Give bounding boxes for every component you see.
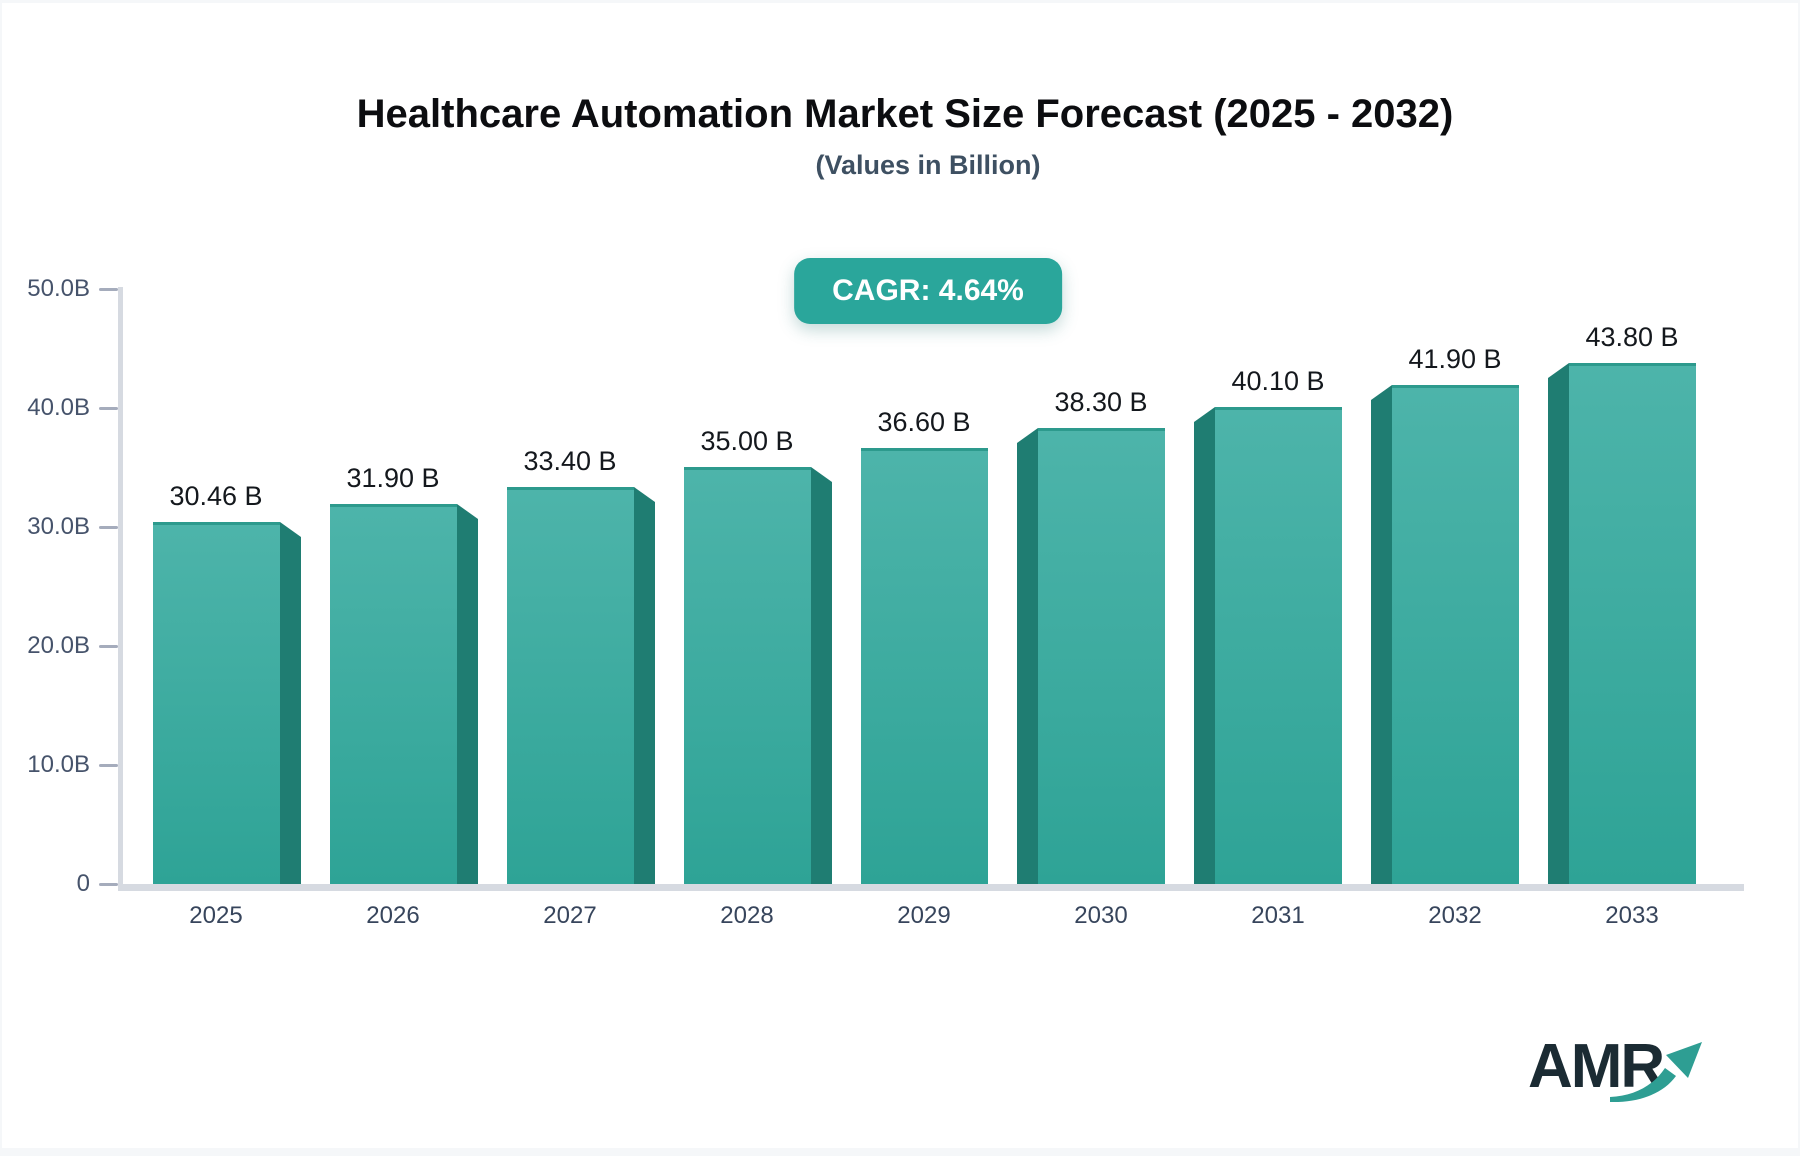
bar-value-label-2033: 43.80 B xyxy=(1585,322,1679,352)
y-tick-dash xyxy=(99,526,118,529)
y-tick-dash xyxy=(99,883,118,886)
y-tick-label-40.0B: 40.0B xyxy=(27,394,90,421)
bar-value-label-2029: 36.60 B xyxy=(877,407,971,437)
x-tick-label-2025: 2025 xyxy=(189,902,243,929)
y-tick-label-20.0B: 20.0B xyxy=(27,632,90,659)
bar-value-label-2025: 30.46 B xyxy=(169,481,263,511)
bar-side-shade xyxy=(280,522,301,884)
bar-side-shade xyxy=(457,504,478,884)
x-tick-label-2028: 2028 xyxy=(720,902,774,929)
frame-edge-right xyxy=(1798,0,1800,1156)
bar-side-shade xyxy=(1194,407,1215,884)
frame-edge-top xyxy=(0,0,1800,3)
x-tick-label-2032: 2032 xyxy=(1428,902,1482,929)
chart-subtitle: (Values in Billion) xyxy=(815,150,1041,180)
y-tick-label-10.0B: 10.0B xyxy=(27,751,90,778)
bar-2029[interactable] xyxy=(861,448,988,884)
y-tick-dash xyxy=(99,288,118,291)
frame-edge-left xyxy=(0,0,2,1156)
y-tick-label-50.0B: 50.0B xyxy=(27,275,90,302)
bar-2031[interactable] xyxy=(1215,407,1342,884)
bar-2025[interactable] xyxy=(153,522,280,884)
chart-title: Healthcare Automation Market Size Foreca… xyxy=(356,92,1454,136)
y-tick-dash xyxy=(99,764,118,767)
y-tick-label-0: 0 xyxy=(76,870,90,897)
bar-value-label-2031: 40.10 B xyxy=(1231,366,1325,396)
x-axis-baseline xyxy=(118,884,1744,891)
y-tick-label-30.0B: 30.0B xyxy=(27,513,90,540)
bar-side-shade xyxy=(1017,428,1038,884)
bar-side-shade xyxy=(634,487,655,884)
bar-value-label-2026: 31.90 B xyxy=(346,463,440,493)
x-tick-label-2030: 2030 xyxy=(1074,902,1128,929)
y-tick-dash xyxy=(99,645,118,648)
bar-side-shade xyxy=(1548,363,1569,884)
bar-2032[interactable] xyxy=(1392,385,1519,884)
bar-2028[interactable] xyxy=(684,467,811,884)
bar-value-label-2030: 38.30 B xyxy=(1054,387,1148,417)
bar-2026[interactable] xyxy=(330,504,457,884)
amr-logo-text: AMR xyxy=(1528,1032,1665,1101)
x-tick-label-2031: 2031 xyxy=(1251,902,1305,929)
bar-2027[interactable] xyxy=(507,487,634,884)
x-tick-label-2033: 2033 xyxy=(1605,902,1659,929)
growth-arrow-icon xyxy=(1610,1042,1702,1102)
x-tick-label-2026: 2026 xyxy=(366,902,420,929)
x-tick-label-2027: 2027 xyxy=(543,902,597,929)
bar-value-label-2027: 33.40 B xyxy=(523,446,617,476)
frame-edge-bottom xyxy=(0,1148,1800,1156)
bar-2030[interactable] xyxy=(1038,428,1165,884)
y-tick-dash xyxy=(99,407,118,410)
bar-side-shade xyxy=(1371,385,1392,884)
cagr-badge: CAGR: 4.64% xyxy=(794,258,1062,324)
amr-logo: AMR xyxy=(1528,1036,1708,1106)
y-axis-line xyxy=(118,287,123,891)
bar-value-label-2032: 41.90 B xyxy=(1408,344,1502,374)
bar-side-shade xyxy=(811,467,832,884)
bar-value-label-2028: 35.00 B xyxy=(700,426,794,456)
x-tick-label-2029: 2029 xyxy=(897,902,951,929)
bar-2033[interactable] xyxy=(1569,363,1696,884)
